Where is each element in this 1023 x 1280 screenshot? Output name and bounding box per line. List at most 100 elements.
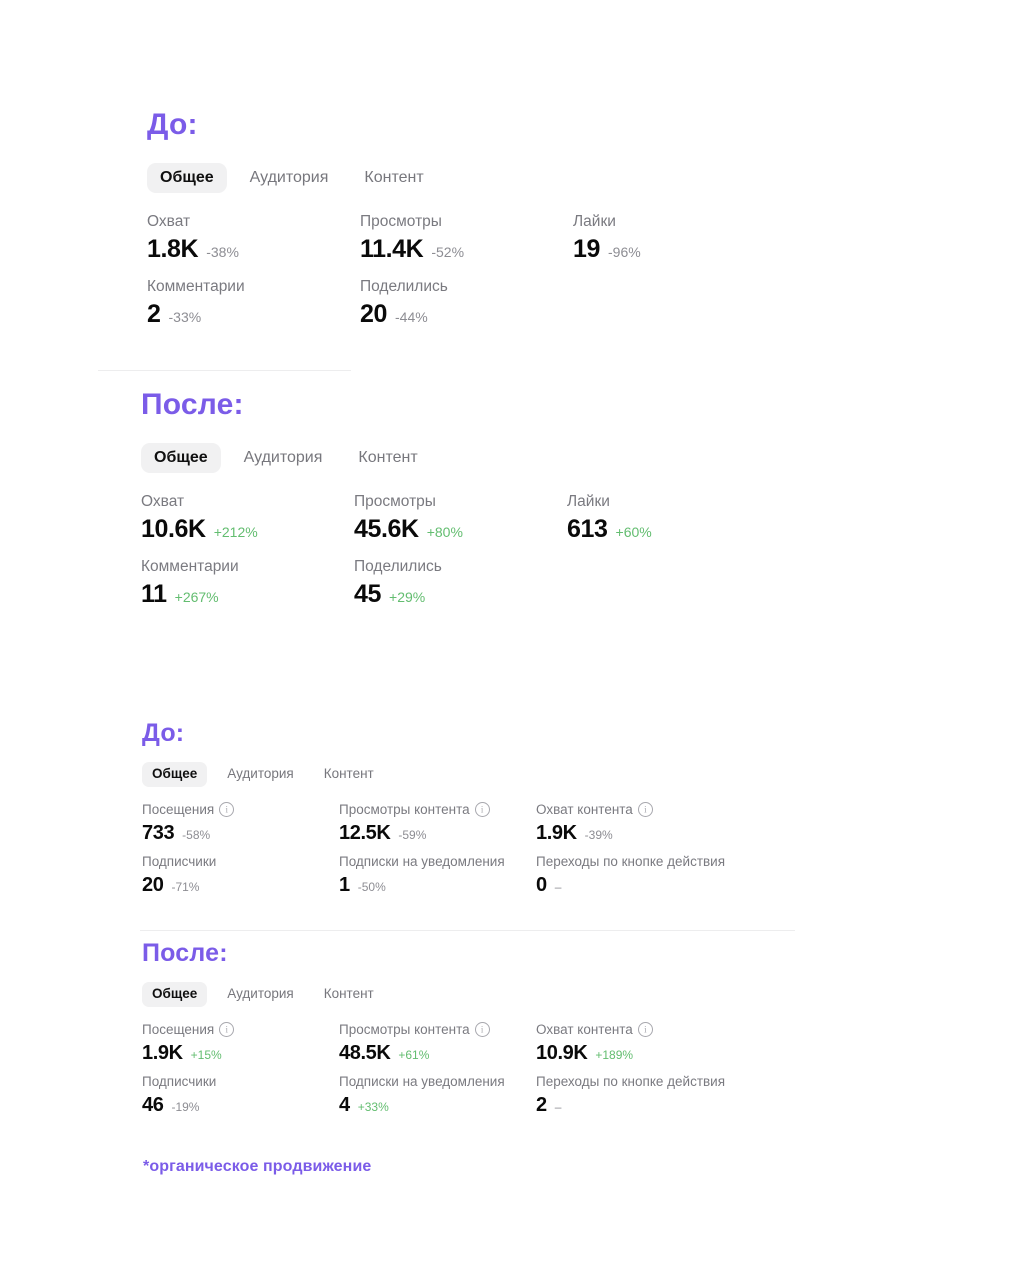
metric-value: 4 (339, 1094, 350, 1117)
metric-after-2-5: Переходы по кнопке действия 2– (536, 1072, 725, 1118)
metric-label: Переходы по кнопке действия (536, 852, 725, 872)
metric-label-text: Подписки на уведомления (339, 1074, 505, 1090)
metric-value: 1.8K (147, 234, 199, 263)
metric-grid-after-1: Охват 10.6K +212% Просмотры 45.6K +80% Лайки 61… (141, 490, 652, 611)
stats-block-after-2: После: Общее Аудитория Контент Посещения 1.… (142, 941, 725, 1118)
tab-after-2-0[interactable]: Общее (142, 982, 208, 1007)
metric-delta: -19% (171, 1100, 200, 1115)
metric-label-text: Подписчики (142, 854, 217, 870)
metric-value-row: 1 -50% (339, 873, 536, 898)
metric-value: 20 (360, 300, 388, 329)
metric-value: 20 (142, 874, 164, 897)
metric-value-row: 46 -19% (142, 1093, 339, 1118)
tab-before-1-2[interactable]: Контент (364, 169, 424, 186)
metric-label: Просмотры контента (339, 1020, 536, 1040)
tab-bar-after-1: Общее Аудитория Контент (141, 443, 652, 473)
tab-before-2-1[interactable]: Аудитория (227, 766, 294, 781)
metric-before-1-2: Лайки 19 -96% (573, 210, 641, 266)
metric-label-text: Просмотры контента (339, 801, 470, 817)
tab-after-1-2[interactable]: Контент (358, 449, 418, 466)
metric-delta: -58% (182, 828, 211, 843)
metric-before-2-0: Посещения 733 -58% (142, 800, 339, 846)
tab-before-2-0[interactable]: Общее (142, 762, 208, 787)
metric-label-text: Охват (141, 492, 185, 510)
metric-label: Лайки (567, 490, 652, 513)
metric-label: Посещения (142, 1020, 339, 1040)
metric-label: Подписки на уведомления (339, 1072, 536, 1092)
metric-label: Просмотры (354, 490, 567, 513)
section-heading-before-2: До: (142, 719, 185, 747)
info-icon[interactable] (637, 802, 653, 818)
metric-label-text: Просмотры (354, 492, 436, 510)
info-icon[interactable] (637, 1022, 653, 1038)
metric-value-row: 1.9K -39% (536, 821, 725, 846)
tab-before-1-1[interactable]: Аудитория (249, 169, 329, 186)
metric-grid-before-2: Посещения733-58%Просмотры контента12.5K-… (142, 800, 725, 899)
metric-label-text: Просмотры контента (339, 1021, 470, 1037)
metric-value-row: 1.8K -38% (147, 234, 360, 265)
metric-value: 1.9K (536, 822, 577, 845)
metric-label-text: Просмотры (360, 212, 442, 230)
info-icon[interactable] (219, 1022, 235, 1038)
metric-value-row: 11.4K -52% (360, 234, 573, 265)
metric-value: 2 (536, 1094, 547, 1117)
tab-after-2-2[interactable]: Контент (323, 986, 374, 1001)
metric-value: 1 (339, 874, 350, 897)
metric-value: 10.6K (141, 514, 206, 543)
tab-bar-before-1: Общее Аудитория Контент (147, 163, 641, 193)
metric-label-text: Переходы по кнопке действия (536, 854, 726, 870)
metric-delta: -39% (584, 828, 613, 843)
metric-label: Подписчики (142, 1072, 339, 1092)
section-divider-upper (98, 370, 351, 371)
metric-value-row: 19 -96% (573, 234, 641, 265)
info-icon[interactable] (219, 802, 235, 818)
metric-value: 45 (354, 580, 382, 609)
stats-block-before-2: До: Общее Аудитория Контент Посещения 733 -5… (142, 721, 725, 898)
metric-delta: +29% (389, 589, 426, 606)
metric-label-text: Поделились (360, 278, 448, 296)
metric-before-1-4: Поделились 20 -44% (360, 275, 573, 331)
metric-value: 46 (142, 1094, 164, 1117)
metric-label: Охват (141, 490, 354, 513)
metric-delta: +80% (426, 523, 463, 540)
metric-label: Лайки (573, 210, 641, 233)
metric-label: Подписки на уведомления (339, 852, 536, 872)
metric-value: 19 (573, 234, 601, 263)
metric-delta: -96% (608, 243, 641, 260)
metric-label-text: Подписки на уведомления (339, 854, 505, 870)
metric-delta: -33% (168, 309, 202, 326)
stats-block-before-1: До: Общее Аудитория Контент Охват 1.8K -38% П… (147, 110, 641, 331)
metric-label: Комментарии (147, 275, 360, 298)
metric-value-row: 11 +267% (141, 579, 354, 610)
metric-label: Просмотры контента (339, 800, 536, 820)
metric-delta: +33% (357, 1100, 389, 1115)
metric-after-2-3: Подписчики 46 -19% (142, 1072, 339, 1118)
metric-after-2-4: Подписки на уведомления 4 +33% (339, 1072, 536, 1118)
metric-label: Поделились (354, 555, 567, 578)
tab-before-2-2[interactable]: Контент (323, 766, 374, 781)
metric-delta: -50% (357, 880, 386, 895)
info-icon[interactable] (474, 802, 490, 818)
tab-before-1-0[interactable]: Общее (147, 163, 227, 193)
metric-delta: -71% (171, 880, 200, 895)
metric-value: 11.4K (360, 234, 424, 263)
tab-bar-before-2: Общее Аудитория Контент (142, 762, 725, 787)
info-icon[interactable] (474, 1022, 490, 1038)
metric-value-row: 733 -58% (142, 821, 339, 846)
metric-value: 11 (141, 580, 167, 609)
tab-after-2-1[interactable]: Аудитория (227, 986, 294, 1001)
metric-value: 45.6K (354, 514, 419, 543)
metric-after-1-0: Охват 10.6K +212% (141, 490, 354, 546)
metric-before-2-3: Подписчики 20 -71% (142, 852, 339, 898)
tab-after-1-0[interactable]: Общее (141, 443, 221, 473)
section-heading-after-1: После: (141, 388, 244, 421)
metric-value-row: 613 +60% (567, 514, 652, 545)
metric-value-row: 4 +33% (339, 1093, 536, 1118)
metric-label: Поделились (360, 275, 573, 298)
metric-after-1-3: Комментарии 11 +267% (141, 555, 354, 611)
metric-label-text: Переходы по кнопке действия (536, 1074, 726, 1090)
metric-delta: -44% (395, 309, 428, 326)
tab-after-1-1[interactable]: Аудитория (243, 449, 323, 466)
metric-delta: +15% (190, 1048, 222, 1063)
metric-value: 613 (567, 514, 608, 543)
